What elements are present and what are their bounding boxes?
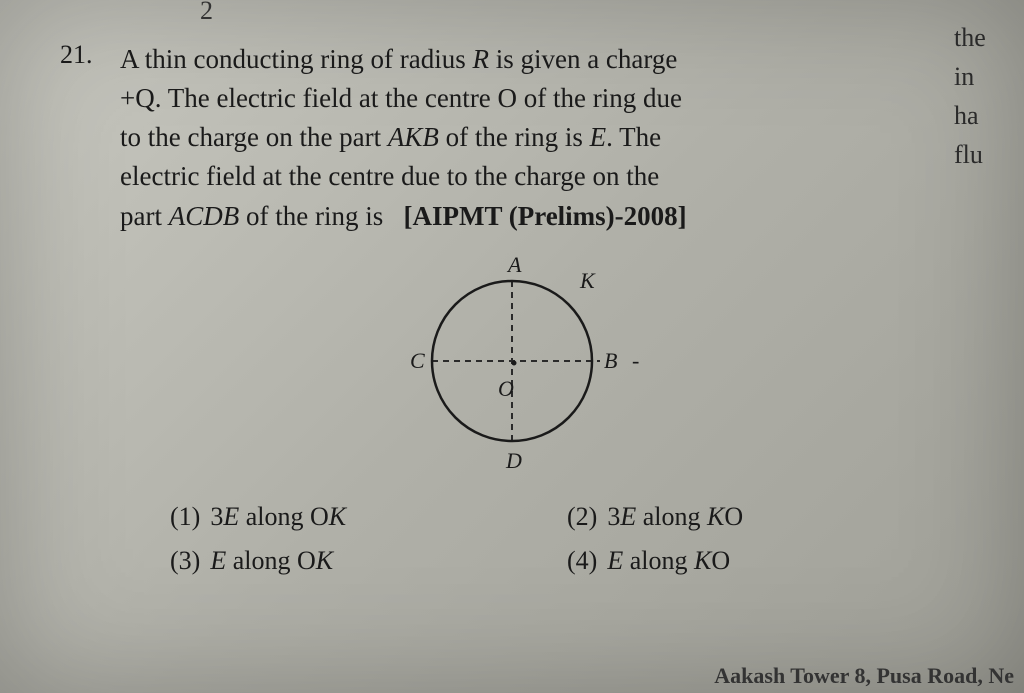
option-number: (4) [567,546,597,576]
question-line: +Q. The electric field at the centre O o… [120,79,687,118]
question-number: 21. [60,40,120,70]
option: (4) E along KO [567,546,904,576]
option: (3) E along OK [170,546,507,576]
option-number: (2) [567,502,597,532]
svg-text:-: - [632,348,639,373]
question-line: to the charge on the part AKB of the rin… [120,118,687,157]
option-number: (3) [170,546,200,576]
options-grid: (1) 3E along OK (2) 3E along KO (3) E along O… [0,486,1024,576]
svg-text:K: K [579,268,596,293]
footer-fragment: Aakash Tower 8, Pusa Road, Ne [714,663,1014,689]
svg-text:B: B [604,348,617,373]
question-line: electric field at the centre due to the … [120,157,687,196]
option: (2) 3E along KO [567,502,904,532]
ring-diagram: A K B C D O - [382,246,642,476]
option-text: 3E along OK [210,502,346,532]
svg-text:D: D [505,448,522,473]
question-line: part ACDB of the ring is [AIPMT (Prelims… [120,197,687,236]
diagram-container: A K B C D O - [0,236,1024,486]
edge-text: the [944,18,1024,57]
edge-text: in [944,57,1024,96]
option-text: 3E along KO [607,502,743,532]
svg-text:C: C [410,348,425,373]
edge-text: flu [944,135,1024,174]
svg-text:O: O [498,376,514,401]
option-text: E along OK [210,546,333,576]
svg-text:A: A [506,252,522,277]
option: (1) 3E along OK [170,502,507,532]
question-text: A thin conducting ring of radius R is gi… [120,40,687,236]
option-number: (1) [170,502,200,532]
question-row: 21. A thin conducting ring of radius R i… [0,0,1024,236]
question-line: A thin conducting ring of radius R is gi… [120,40,687,79]
option-text: E along KO [607,546,730,576]
edge-text: ha [944,96,1024,135]
page-top-fragment: 2 [200,0,213,26]
right-edge-cutoff-text: theinhaflu [944,0,1024,174]
